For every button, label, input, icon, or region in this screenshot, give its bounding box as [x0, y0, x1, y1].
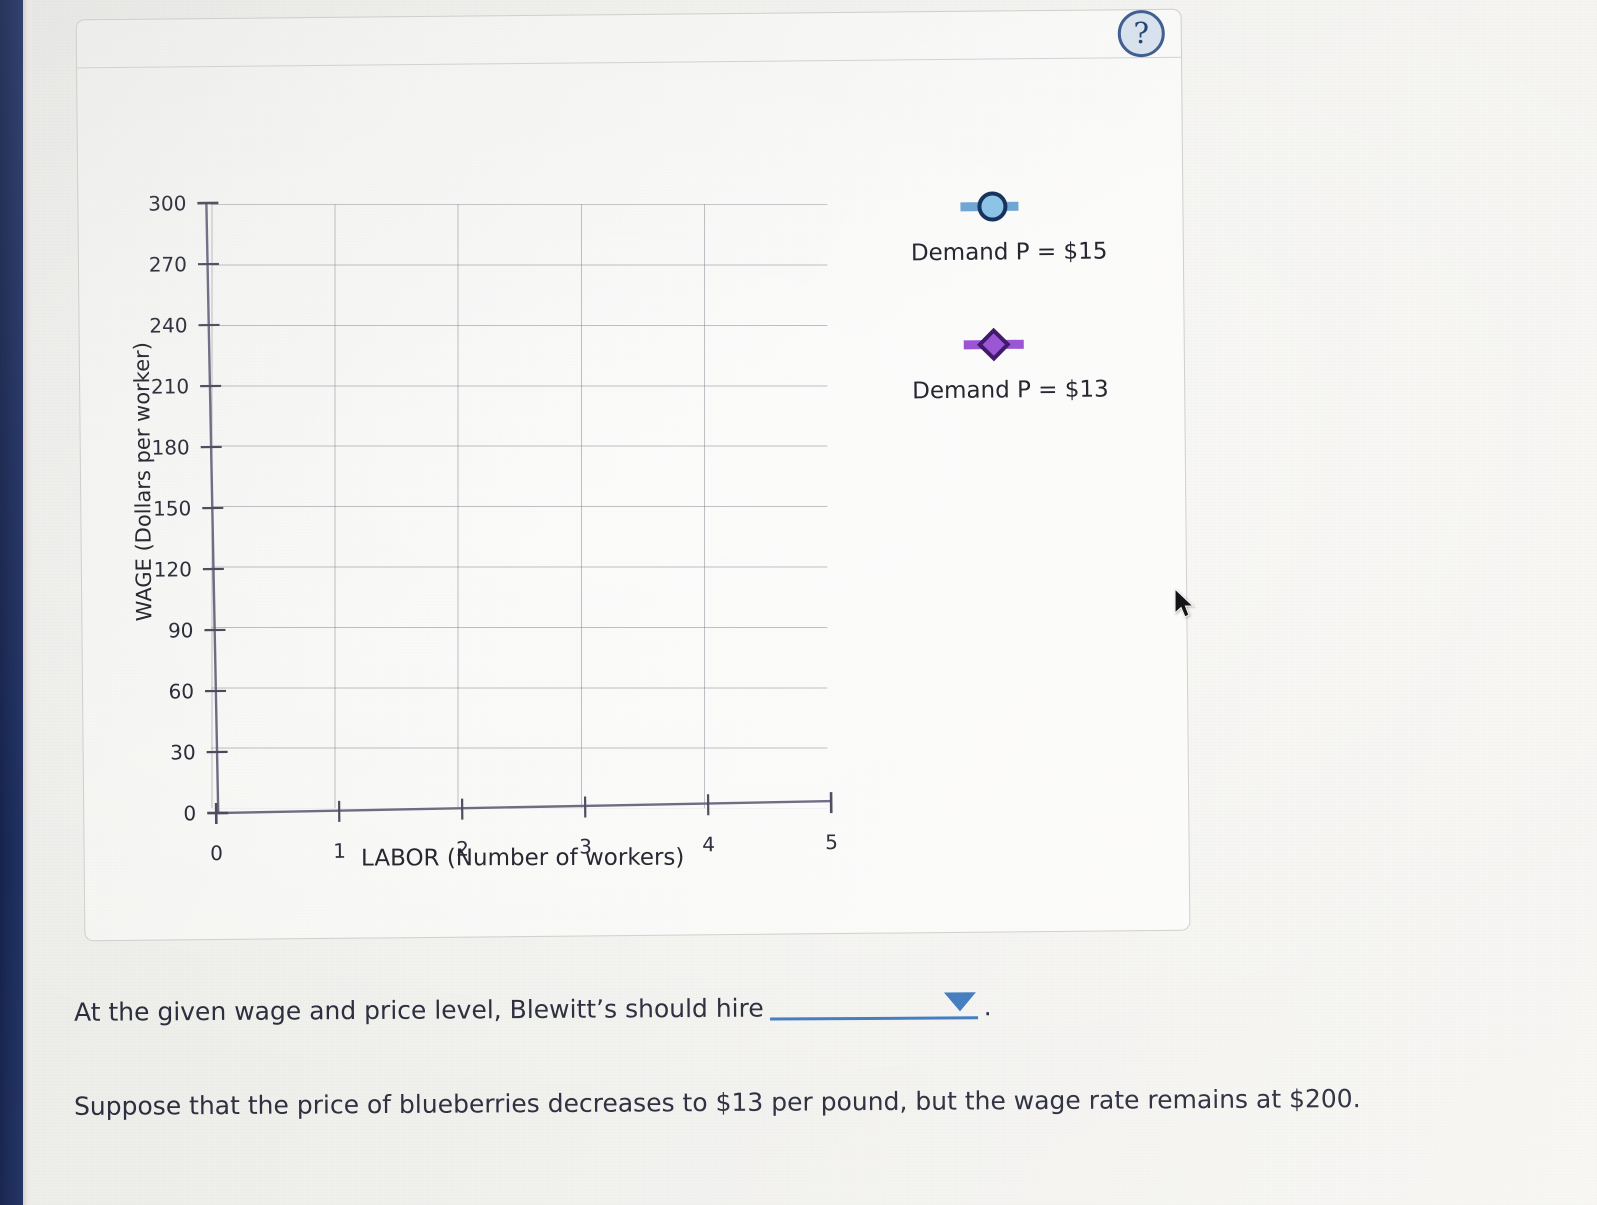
- legend-label: Demand P = $13: [912, 376, 1109, 405]
- legend-entry-demand-13[interactable]: Demand P = $13: [912, 326, 1163, 404]
- activity-card: ?: [75, 8, 1191, 942]
- question-prefix-text: At the given wage and price level, Blewi…: [73, 993, 764, 1027]
- y-tick-label: 0: [183, 801, 197, 826]
- y-tick-label: 300: [148, 191, 187, 216]
- diamond-marker-swatch: [912, 326, 1162, 362]
- circle-marker-swatch: [910, 188, 1160, 224]
- card-header: ?: [76, 9, 1182, 69]
- app-left-rail-edge: [23, 0, 32, 1205]
- chart-container: 300 270 240 210 180 150 120 90 60 30 0 0…: [98, 160, 1165, 910]
- y-tick-label: 30: [170, 740, 196, 765]
- chevron-down-icon: [943, 992, 976, 1012]
- question-hire-prompt: At the given wage and price level, Blewi…: [74, 990, 992, 1027]
- y-axis-title: WAGE (Dollars per worker): [129, 341, 157, 622]
- hire-amount-dropdown[interactable]: [769, 990, 978, 1021]
- chart-legend: Demand P = $15 Demand P = $13: [910, 188, 1163, 466]
- legend-label: Demand P = $15: [910, 238, 1108, 267]
- clipped-page-heading: [62, 0, 582, 6]
- chart-axes: [197, 201, 833, 825]
- legend-entry-demand-15[interactable]: Demand P = $15: [910, 188, 1161, 266]
- help-question-mark-icon[interactable]: ?: [1117, 9, 1166, 58]
- x-axis-title: LABOR (Number of workers): [360, 844, 685, 872]
- app-left-rail: [0, 0, 23, 1205]
- question-suffix-text: .: [983, 992, 992, 1022]
